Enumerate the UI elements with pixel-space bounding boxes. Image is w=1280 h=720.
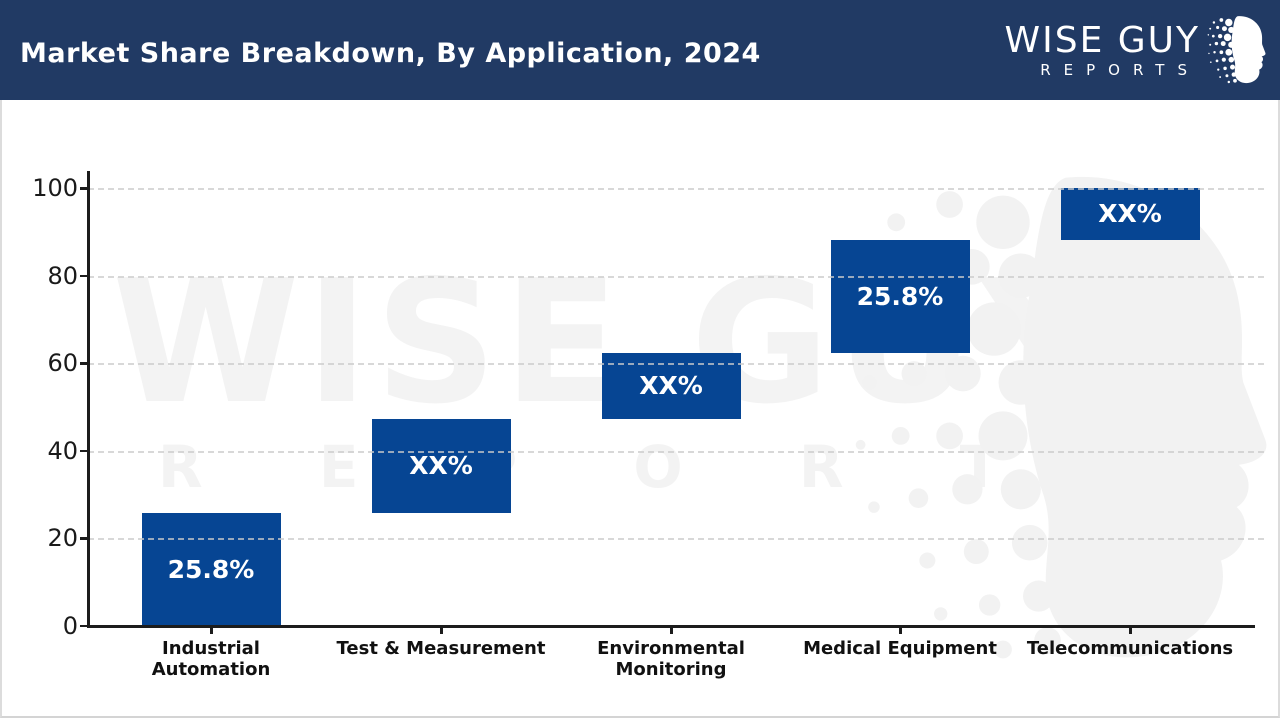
logo-face-icon (1204, 7, 1266, 95)
y-axis-line (87, 171, 90, 627)
x-tick-mark (210, 627, 213, 634)
wiseguy-logo: WISE GUY REPORTS (1005, 7, 1267, 95)
logo-reports-label: REPORTS (1040, 61, 1200, 79)
bar-value-label: 25.8% (167, 554, 255, 584)
bar-medical-equipment: 25.8% (830, 239, 970, 353)
bar-industrial-automation: 25.8% (141, 512, 281, 626)
category-label: Medical Equipment (803, 638, 997, 659)
x-tick-mark (440, 627, 443, 634)
y-tick-label: 100 (32, 174, 78, 202)
category-label: Telecommunications (1026, 638, 1234, 659)
gridline (88, 538, 1264, 540)
y-tick-label: 40 (47, 436, 78, 465)
y-tick-label: 60 (47, 349, 78, 377)
gridline (88, 450, 1264, 453)
y-tick-label: 80 (47, 261, 78, 290)
x-tick-mark (899, 627, 902, 634)
page-title: Market Share Breakdown, By Application, … (20, 37, 761, 69)
category-label: Test & Measurement (336, 638, 546, 659)
bar-value-label: 25.8% (856, 281, 944, 311)
gridline (88, 275, 1264, 278)
bar-value-label: XX% (639, 371, 703, 401)
y-tick-mark (80, 362, 87, 365)
y-tick-mark (80, 274, 87, 277)
gridline (88, 363, 1264, 365)
x-axis-line (87, 625, 1255, 628)
category-label: Industrial Automation (151, 638, 271, 680)
logo-text: WISE GUY REPORTS (1004, 20, 1201, 80)
bar-value-label: XX% (409, 451, 473, 481)
y-tick-mark (80, 187, 87, 190)
x-tick-mark (1129, 627, 1132, 634)
logo-wiseguy-label: WISE GUY (1004, 20, 1200, 61)
y-tick-mark (80, 449, 87, 452)
bar-test-measurement: XX% (371, 418, 511, 513)
waterfall-chart: 25.8% Industrial Automation XX% Test & Measu… (0, 100, 1280, 720)
bar-telecommunications: XX% (1060, 188, 1200, 240)
y-tick-mark (80, 624, 87, 627)
header-bar: Market Share Breakdown, By Application, … (0, 0, 1280, 100)
x-tick-mark (670, 627, 673, 634)
bar-value-label: XX% (1098, 199, 1162, 229)
y-tick-label: 20 (47, 524, 78, 552)
category-label: Environmental Monitoring (597, 638, 745, 680)
gridline (88, 188, 1264, 190)
y-tick-mark (80, 537, 87, 540)
y-tick-label: 0 (62, 611, 78, 640)
